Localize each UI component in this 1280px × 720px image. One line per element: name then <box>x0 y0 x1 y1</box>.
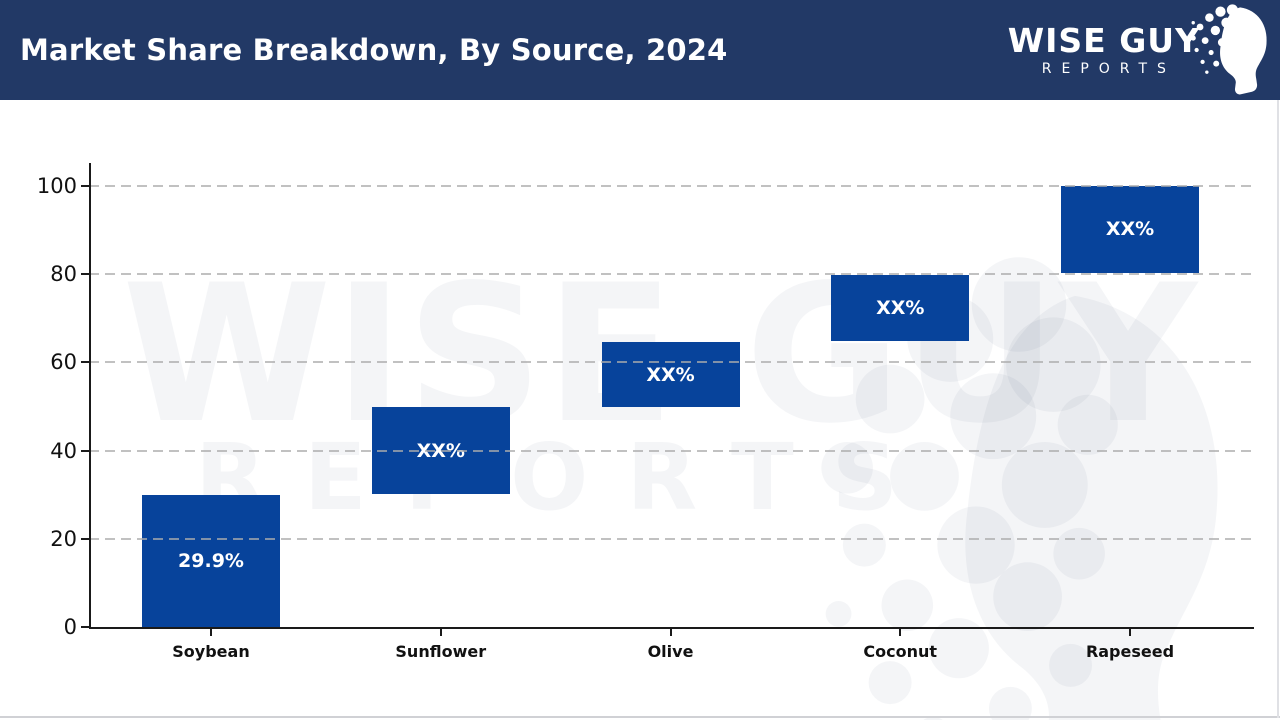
chart-canvas: WISE GUY REPORTS 0 20 40 60 80 100 29. <box>0 100 1280 720</box>
y-tick-label-100: 100 <box>36 173 77 198</box>
bar-value-label-soybean: 29.9% <box>178 550 244 573</box>
bar-rapeseed: XX% <box>1061 185 1199 273</box>
y-tick-label-20: 20 <box>50 526 77 551</box>
x-axis-line <box>89 627 1254 629</box>
brand-name: WISE GUY <box>1007 20 1200 60</box>
y-tick-40 <box>81 449 89 452</box>
bar-value-label-coconut: XX% <box>876 297 925 320</box>
bar-soybean: 29.9% <box>142 495 280 627</box>
y-tick-label-0: 0 <box>63 615 77 639</box>
y-tick-60 <box>81 361 89 364</box>
page-right-border <box>1277 100 1279 718</box>
y-tick-label-80: 80 <box>50 262 77 287</box>
y-tick-label-40: 40 <box>50 438 77 463</box>
x-tick-rapeseed <box>1129 629 1131 636</box>
bar-value-label-rapeseed: XX% <box>1105 218 1155 241</box>
y-tick-100 <box>81 184 89 187</box>
y-tick-label-60: 60 <box>50 350 77 375</box>
x-tick-sunflower <box>439 629 442 636</box>
page-title: Market Share Breakdown, By Source, 2024 <box>20 33 728 67</box>
x-tick-olive <box>669 629 672 636</box>
bar-coconut: XX% <box>831 275 970 341</box>
y-tick-0 <box>81 626 89 628</box>
gridline-y-20 <box>89 537 1252 540</box>
gridline-y-40 <box>89 449 1252 452</box>
bar-olive: XX% <box>601 342 740 407</box>
brand-logo: WISE GUY REPORTS <box>1008 0 1272 100</box>
x-tick-soybean <box>210 629 212 636</box>
brand-subname: REPORTS <box>1041 60 1176 77</box>
brand-head-icon <box>1190 4 1267 95</box>
y-tick-80 <box>81 273 89 276</box>
bar-value-label-olive: XX% <box>646 363 695 386</box>
y-axis-line <box>89 163 91 629</box>
gridline-y-60 <box>89 361 1252 364</box>
x-tick-label-sunflower: Sunflower <box>395 642 487 661</box>
page-bottom-border <box>0 716 1280 718</box>
x-tick-label-rapeseed: Rapeseed <box>1085 642 1175 661</box>
header-bar: Market Share Breakdown, By Source, 2024 … <box>0 0 1280 100</box>
plot-area: 0 20 40 60 80 100 29.9% Soybean XX% Sunflower XX% O… <box>37 163 1252 661</box>
x-tick-label-olive: Olive <box>647 642 694 661</box>
brand-logo-text: WISE GUY REPORTS <box>1007 20 1200 78</box>
gridline-y-100 <box>89 184 1252 187</box>
x-tick-coconut <box>899 629 902 636</box>
y-tick-20 <box>81 537 89 540</box>
x-tick-label-coconut: Coconut <box>863 642 938 661</box>
gridline-y-80 <box>89 273 1252 276</box>
x-tick-label-soybean: Soybean <box>172 642 250 661</box>
